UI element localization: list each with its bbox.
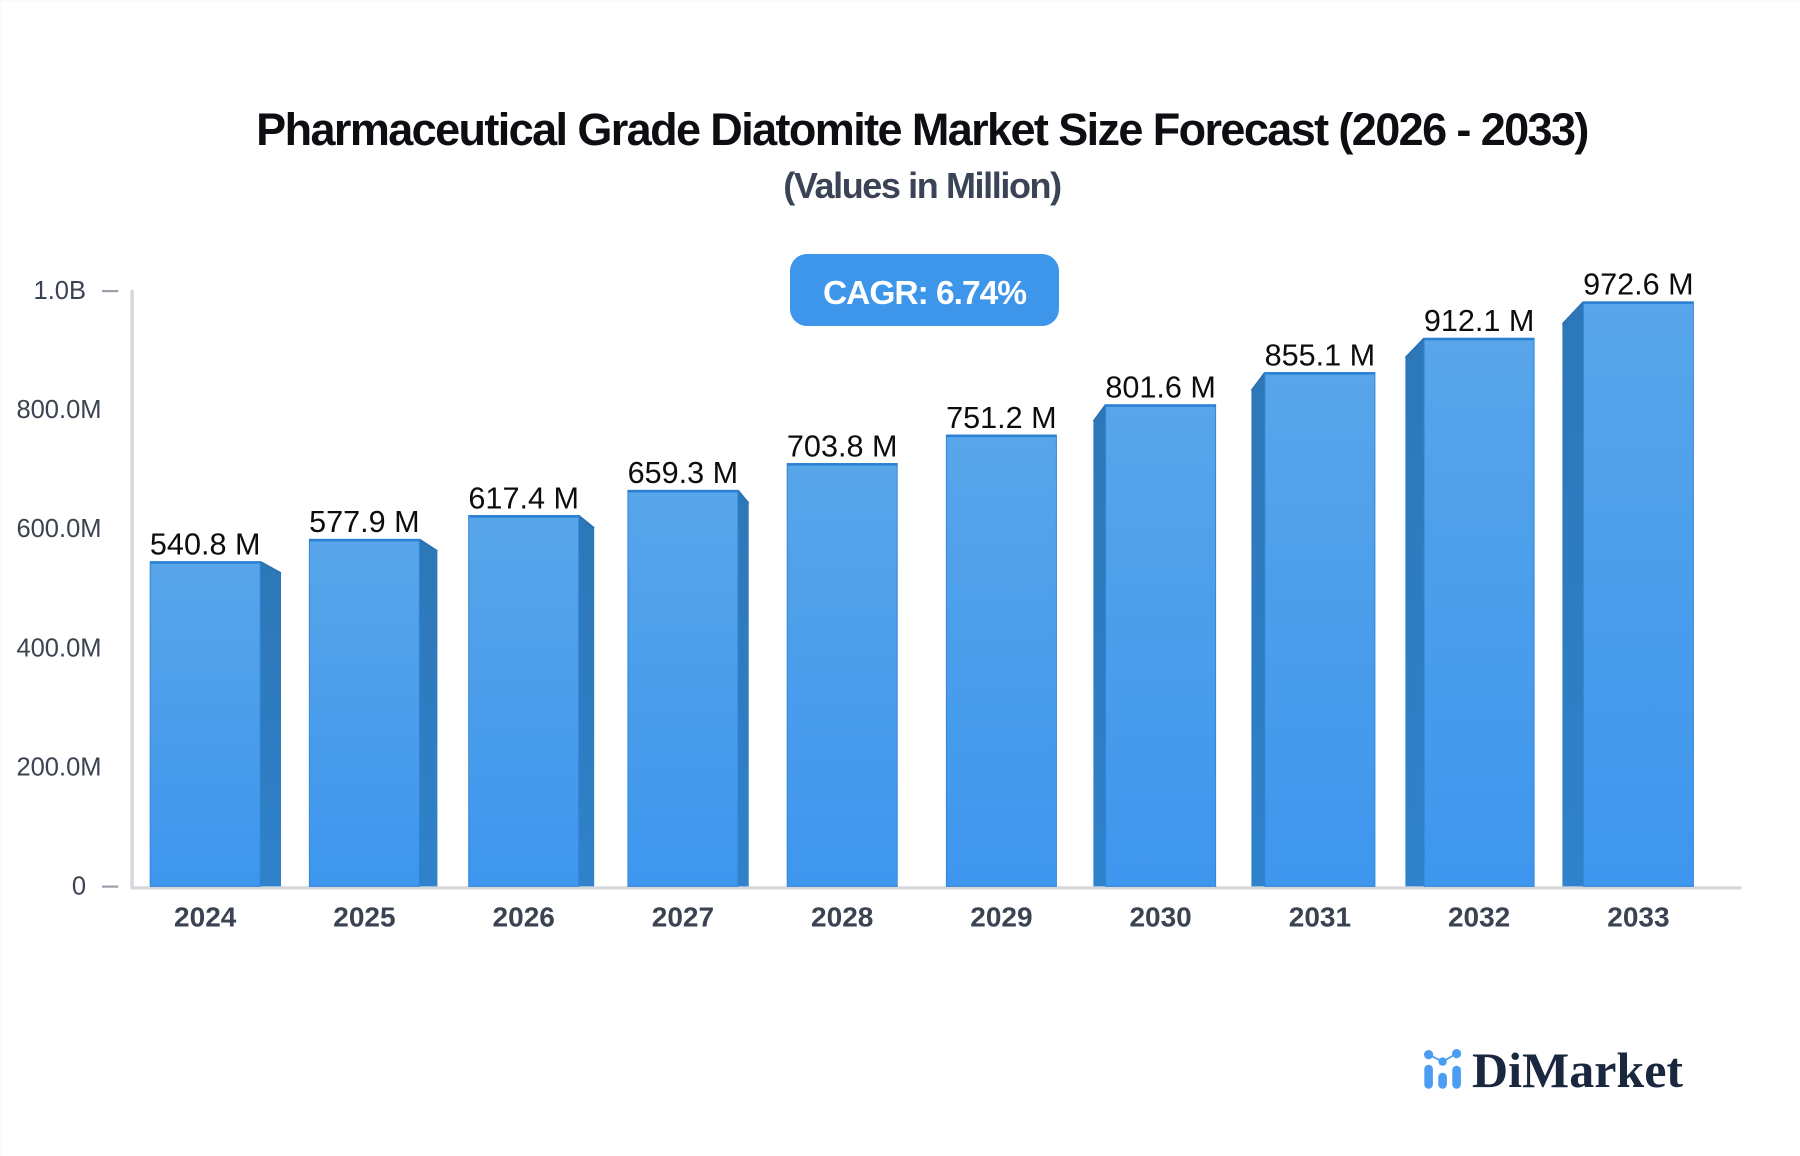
svg-text:659.3 M: 659.3 M xyxy=(628,456,739,490)
svg-text:912.1 M: 912.1 M xyxy=(1424,304,1535,338)
svg-text:617.4 M: 617.4 M xyxy=(468,481,579,515)
svg-text:2024: 2024 xyxy=(174,902,237,933)
svg-text:2032: 2032 xyxy=(1448,902,1510,933)
svg-text:703.8 M: 703.8 M xyxy=(787,429,898,463)
svg-text:Pharmaceutical Grade Diatomite: Pharmaceutical Grade Diatomite Market Si… xyxy=(256,104,1588,155)
svg-text:200.0M: 200.0M xyxy=(16,753,101,781)
svg-text:DiMarket: DiMarket xyxy=(1472,1042,1683,1098)
svg-text:0: 0 xyxy=(72,873,86,901)
svg-text:2029: 2029 xyxy=(970,902,1032,933)
svg-text:751.2 M: 751.2 M xyxy=(946,401,1057,435)
svg-text:540.8 M: 540.8 M xyxy=(150,527,261,561)
svg-text:2028: 2028 xyxy=(811,902,873,933)
svg-text:577.9 M: 577.9 M xyxy=(309,505,420,539)
svg-text:972.6 M: 972.6 M xyxy=(1583,268,1694,302)
svg-text:2026: 2026 xyxy=(493,902,555,933)
svg-text:2030: 2030 xyxy=(1129,902,1191,933)
svg-text:CAGR: 6.74%: CAGR: 6.74% xyxy=(823,275,1026,312)
svg-text:400.0M: 400.0M xyxy=(16,634,101,662)
svg-text:1.0B: 1.0B xyxy=(34,277,86,305)
svg-text:2031: 2031 xyxy=(1289,902,1351,933)
svg-text:2025: 2025 xyxy=(333,902,395,933)
svg-text:(Values in Million): (Values in Million) xyxy=(783,165,1061,206)
svg-text:2027: 2027 xyxy=(652,902,714,933)
svg-text:800.0M: 800.0M xyxy=(16,396,101,424)
svg-text:855.1 M: 855.1 M xyxy=(1265,338,1376,372)
svg-text:600.0M: 600.0M xyxy=(16,515,101,543)
svg-text:801.6 M: 801.6 M xyxy=(1105,371,1216,405)
svg-text:2033: 2033 xyxy=(1607,902,1669,933)
